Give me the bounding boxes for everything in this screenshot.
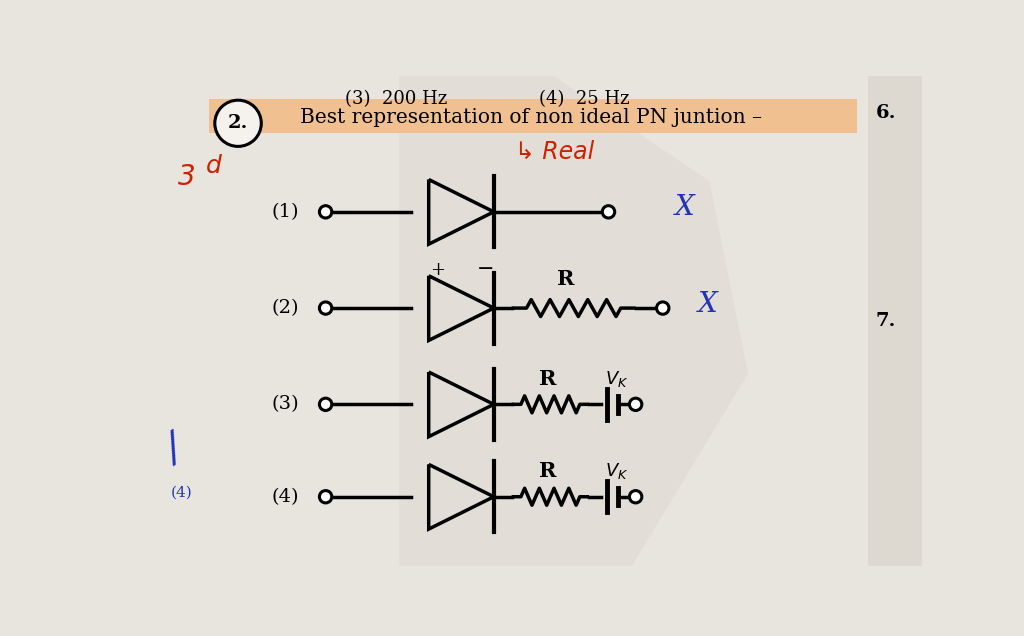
FancyBboxPatch shape [209, 99, 856, 134]
Text: 6.: 6. [876, 104, 896, 122]
Text: (1): (1) [271, 203, 299, 221]
Circle shape [319, 302, 332, 314]
Bar [128, 76, 134, 566]
Circle shape [215, 100, 261, 146]
Text: $V_K$: $V_K$ [604, 461, 628, 481]
Polygon shape [399, 76, 748, 566]
Text: ↳ Real: ↳ Real [515, 140, 594, 164]
Text: +: + [430, 261, 445, 279]
Circle shape [319, 490, 332, 503]
Text: X: X [697, 291, 718, 318]
Circle shape [630, 490, 642, 503]
Circle shape [656, 302, 669, 314]
Text: $V_K$: $V_K$ [604, 369, 628, 389]
Text: /: / [159, 431, 189, 470]
Text: R: R [540, 369, 557, 389]
Text: d: d [206, 154, 221, 177]
Text: (4)  25 Hz: (4) 25 Hz [539, 90, 630, 108]
Circle shape [630, 398, 642, 410]
Text: (3)  200 Hz: (3) 200 Hz [345, 90, 447, 108]
Circle shape [319, 205, 332, 218]
Text: (3): (3) [271, 396, 299, 413]
Text: 2.: 2. [228, 114, 248, 132]
Bar [868, 76, 922, 566]
Text: 7.: 7. [876, 312, 896, 330]
Text: (2): (2) [271, 299, 299, 317]
Text: R: R [557, 269, 574, 289]
Text: R: R [540, 461, 557, 481]
Text: Best representation of non ideal PN juntion –: Best representation of non ideal PN junt… [300, 107, 762, 127]
Text: 3: 3 [178, 163, 196, 191]
Text: X: X [675, 195, 694, 221]
Text: −: − [477, 260, 495, 279]
Text: (4): (4) [271, 488, 299, 506]
Circle shape [319, 398, 332, 410]
Text: (4): (4) [171, 486, 193, 500]
Circle shape [602, 205, 614, 218]
